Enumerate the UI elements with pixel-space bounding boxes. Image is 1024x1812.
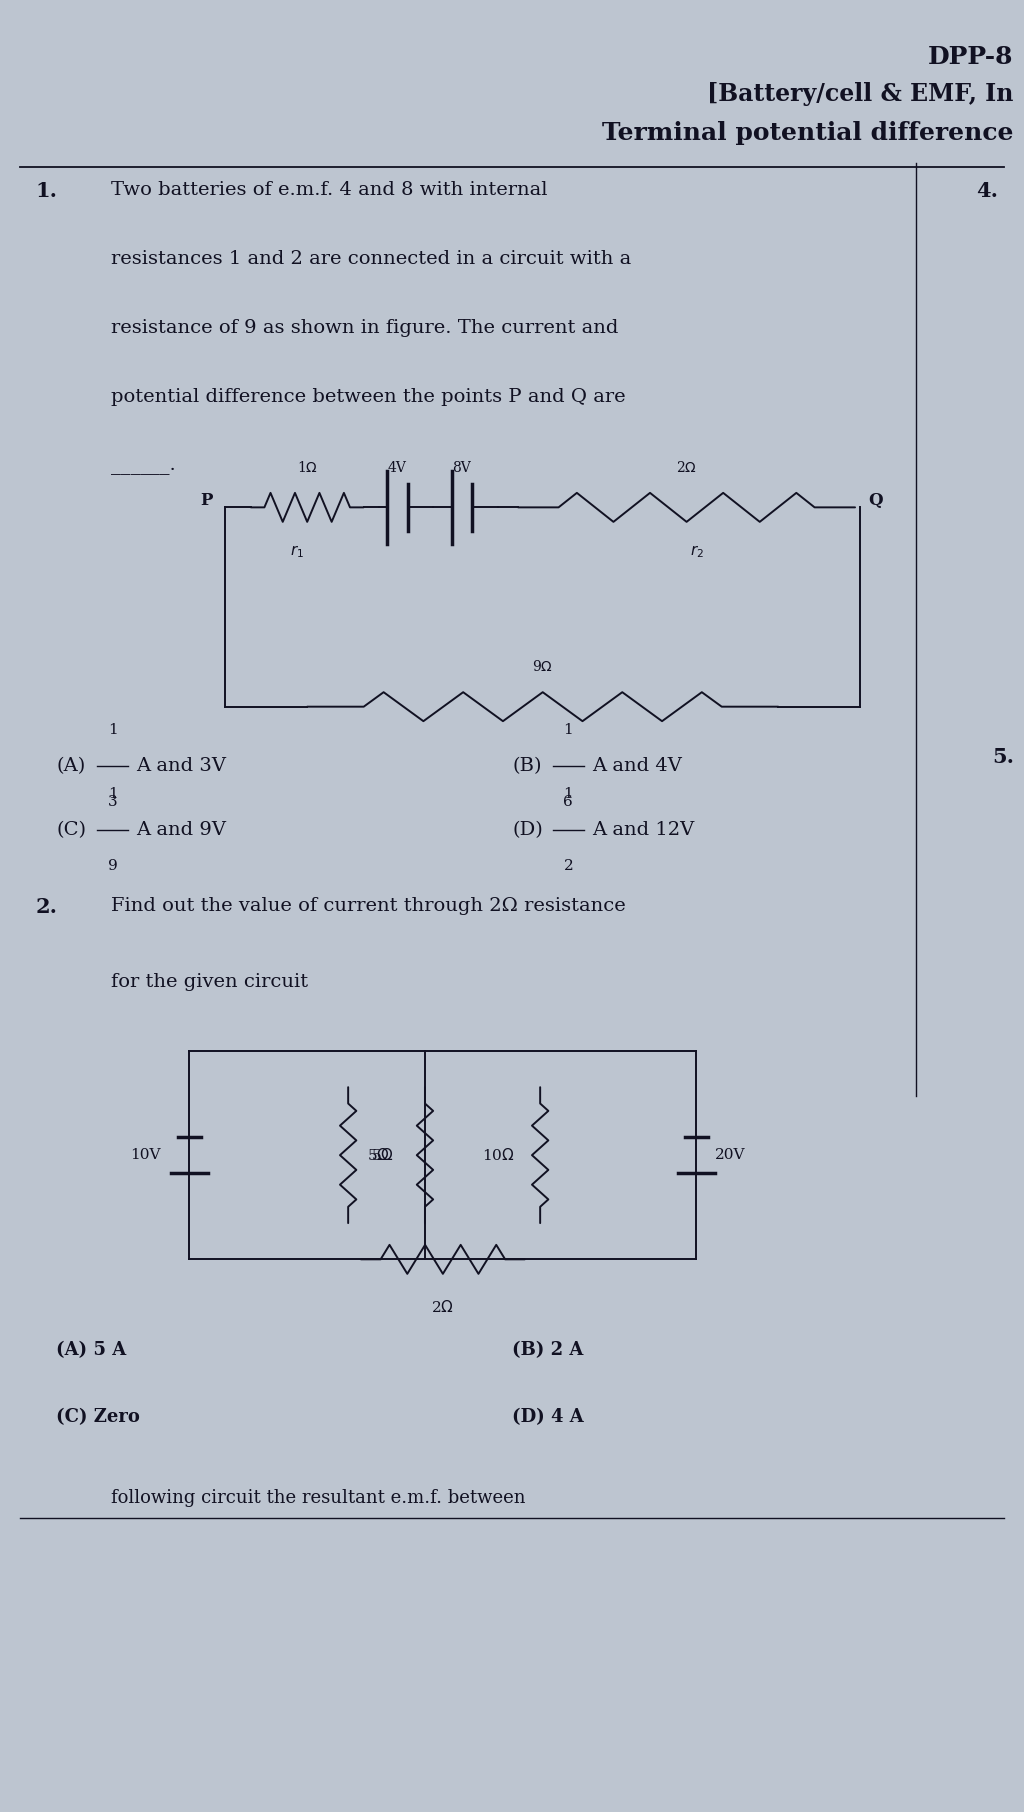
Text: for the given circuit: for the given circuit <box>111 973 308 991</box>
Text: A and 12V: A and 12V <box>592 821 694 839</box>
Text: 1: 1 <box>563 723 573 737</box>
Text: (B): (B) <box>512 757 542 776</box>
Text: A and 3V: A and 3V <box>136 757 226 776</box>
Text: 9$\Omega$: 9$\Omega$ <box>532 660 553 674</box>
Text: A and 4V: A and 4V <box>592 757 682 776</box>
Text: 9: 9 <box>108 859 118 873</box>
Text: 10V: 10V <box>130 1149 161 1161</box>
Text: (A) 5 A: (A) 5 A <box>56 1341 127 1359</box>
Text: 1: 1 <box>563 786 573 801</box>
Text: Terminal potential difference: Terminal potential difference <box>602 121 1014 145</box>
Text: resistances 1 and 2 are connected in a circuit with a: resistances 1 and 2 are connected in a c… <box>111 250 631 268</box>
Text: $r_1$: $r_1$ <box>290 544 304 560</box>
Text: Q: Q <box>868 491 883 509</box>
Text: 1: 1 <box>108 786 118 801</box>
Text: 2.: 2. <box>36 897 57 917</box>
Text: 1.: 1. <box>36 181 57 201</box>
Text: DPP-8: DPP-8 <box>929 45 1014 69</box>
Text: 2$\Omega$: 2$\Omega$ <box>431 1299 455 1316</box>
Text: 5$\Omega$: 5$\Omega$ <box>367 1147 389 1163</box>
Text: 3: 3 <box>108 795 118 810</box>
Text: 2$\Omega$: 2$\Omega$ <box>676 460 697 475</box>
Text: following circuit the resultant e.m.f. between: following circuit the resultant e.m.f. b… <box>111 1489 525 1508</box>
Text: (C) Zero: (C) Zero <box>56 1408 140 1426</box>
Text: P: P <box>201 491 213 509</box>
Text: 6: 6 <box>563 795 573 810</box>
Text: 4.: 4. <box>977 181 998 201</box>
Text: $r_2$: $r_2$ <box>690 544 703 560</box>
Text: (D): (D) <box>512 821 543 839</box>
Text: (A): (A) <box>56 757 86 776</box>
Text: 5.: 5. <box>992 747 1014 768</box>
Text: Two batteries of e.m.f. 4 and 8 with internal: Two batteries of e.m.f. 4 and 8 with int… <box>111 181 547 199</box>
Text: (D) 4 A: (D) 4 A <box>512 1408 584 1426</box>
Text: (B) 2 A: (B) 2 A <box>512 1341 584 1359</box>
Text: resistance of 9 as shown in figure. The current and: resistance of 9 as shown in figure. The … <box>111 319 617 337</box>
Text: potential difference between the points P and Q are: potential difference between the points … <box>111 388 626 406</box>
Text: 1: 1 <box>108 723 118 737</box>
Text: Find out the value of current through 2Ω resistance: Find out the value of current through 2Ω… <box>111 897 626 915</box>
Text: 5$\Omega$: 5$\Omega$ <box>372 1147 394 1163</box>
Text: 10$\Omega$: 10$\Omega$ <box>482 1147 514 1163</box>
Text: 4V: 4V <box>388 460 407 475</box>
Text: [Battery/cell & EMF, In: [Battery/cell & EMF, In <box>708 82 1014 105</box>
Text: 8V: 8V <box>453 460 471 475</box>
Text: 2: 2 <box>563 859 573 873</box>
Text: A and 9V: A and 9V <box>136 821 226 839</box>
Text: 1$\Omega$: 1$\Omega$ <box>297 460 317 475</box>
Text: ______.: ______. <box>111 457 175 475</box>
Text: 20V: 20V <box>715 1149 745 1161</box>
Text: (C): (C) <box>56 821 86 839</box>
